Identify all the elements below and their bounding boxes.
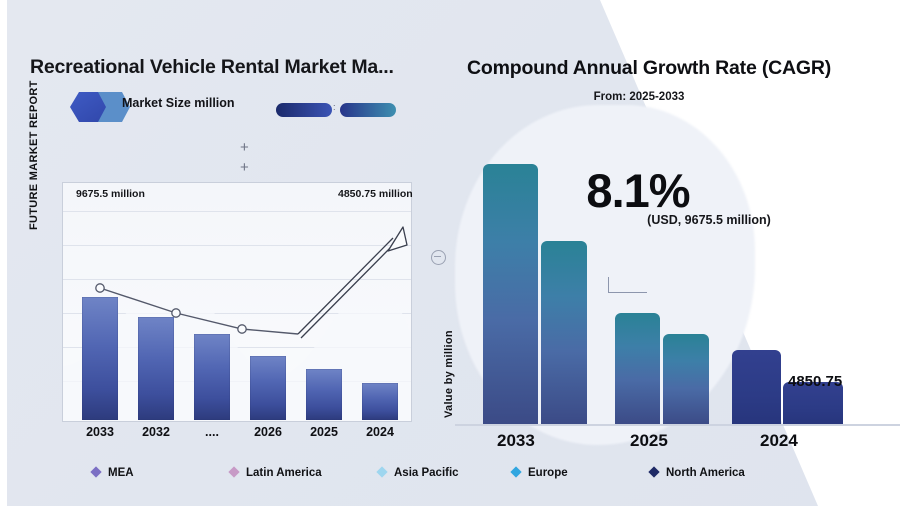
- legend-dot-mea: [90, 466, 102, 478]
- left-panel-title: Recreational Vehicle Rental Market Ma...: [30, 56, 394, 78]
- right-panel-subtitle: From: 2025-2033: [593, 91, 685, 103]
- left-chart-y-axis-label: FUTURE MARKET REPORT: [28, 80, 40, 230]
- bar-dots: [194, 334, 230, 420]
- tick-mark-2025: [608, 277, 647, 293]
- legend-item-europe[interactable]: Europe: [510, 466, 568, 479]
- rbar-2025-primary: [615, 313, 660, 425]
- right-chart-bars: [455, 150, 900, 425]
- legend-label-north-america: North America: [666, 467, 745, 479]
- left-chart-plot-area: [62, 182, 412, 422]
- bar-2024: [362, 383, 398, 420]
- rbar-2025-secondary: [663, 334, 709, 425]
- legend-pill-primary: [276, 103, 332, 117]
- bar-2025: [306, 369, 342, 420]
- left-chart-x-axis: 2033 2032 .... 2026 2025 2024: [62, 425, 410, 445]
- x-label-0: 2033: [86, 425, 114, 439]
- legend-label-europe: Europe: [528, 467, 568, 479]
- brand-logo-icon: [70, 92, 130, 122]
- legend-pill-secondary: [340, 103, 396, 117]
- minus-circle-icon: [431, 250, 446, 265]
- market-size-legend-label: Market Size million: [122, 96, 235, 110]
- rbar-2033-primary: [483, 164, 538, 425]
- region-legend: MEA Latin America Asia Pacific Europe No…: [0, 462, 900, 492]
- legend-item-latin-america[interactable]: Latin America: [228, 466, 322, 479]
- bar-2026: [250, 356, 286, 420]
- left-chart-trend-line: [95, 226, 408, 339]
- left-white-edge: [0, 0, 7, 506]
- x-label-2: ....: [205, 425, 219, 439]
- plus-icon-1: +: [240, 139, 249, 156]
- legend-dot-north-america: [648, 466, 660, 478]
- legend-item-asia-pacific[interactable]: Asia Pacific: [376, 466, 459, 479]
- x-label-3: 2026: [254, 425, 282, 439]
- right-x-label-2024: 2024: [760, 431, 798, 450]
- right-axis-label: Value by million: [443, 330, 455, 418]
- rbar-2024-secondary: [783, 382, 843, 425]
- right-chart-baseline: [455, 424, 900, 426]
- legend-label-mea: MEA: [108, 467, 134, 479]
- legend-dot-europe: [510, 466, 522, 478]
- x-label-5: 2024: [366, 425, 394, 439]
- right-x-label-2033: 2033: [497, 431, 535, 450]
- right-panel-title: Compound Annual Growth Rate (CAGR): [467, 57, 832, 79]
- left-chart-annotation-end: 4850.75 million: [338, 188, 413, 200]
- x-label-1: 2032: [142, 425, 170, 439]
- legend-label-asia-pacific: Asia Pacific: [394, 467, 459, 479]
- left-chart-annotation-start: 9675.5 million: [76, 188, 145, 200]
- legend-item-mea[interactable]: MEA: [90, 466, 134, 479]
- legend-label-latin-america: Latin America: [246, 467, 322, 479]
- bar-2033: [82, 297, 118, 420]
- bar-2032: [138, 317, 174, 420]
- legend-dot-asia-pacific: [376, 466, 388, 478]
- legend-item-north-america[interactable]: North America: [648, 466, 745, 479]
- legend-pill-separator: :: [333, 102, 336, 112]
- left-chart-bars: [62, 182, 410, 420]
- cagr-value: 8.1%: [586, 164, 690, 217]
- right-x-label-2025: 2025: [630, 431, 668, 450]
- plus-icon-2: +: [240, 159, 249, 176]
- x-label-4: 2025: [310, 425, 338, 439]
- rbar-2024-primary: [732, 350, 781, 425]
- right-chart-data-label: 4850.75: [788, 373, 843, 390]
- legend-dot-latin-america: [228, 466, 240, 478]
- rbar-2033-secondary: [541, 241, 587, 425]
- cagr-note: (USD, 9675.5 million): [647, 213, 771, 227]
